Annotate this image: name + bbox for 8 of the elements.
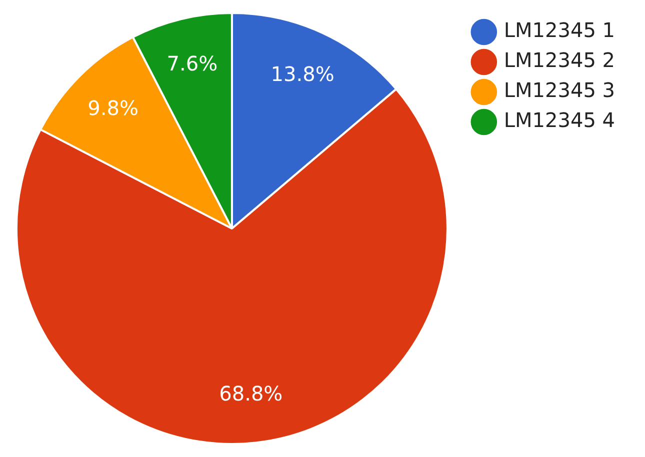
legend-label: LM12345 1 — [504, 18, 616, 42]
data-label: 13.8% — [270, 62, 334, 86]
legend-label: LM12345 2 — [504, 48, 616, 72]
data-label: 68.8% — [219, 382, 283, 406]
legend-label: LM12345 3 — [504, 78, 616, 102]
data-label: 9.8% — [88, 96, 138, 120]
legend-label: LM12345 4 — [504, 108, 616, 132]
data-label: 7.6% — [166, 51, 218, 76]
